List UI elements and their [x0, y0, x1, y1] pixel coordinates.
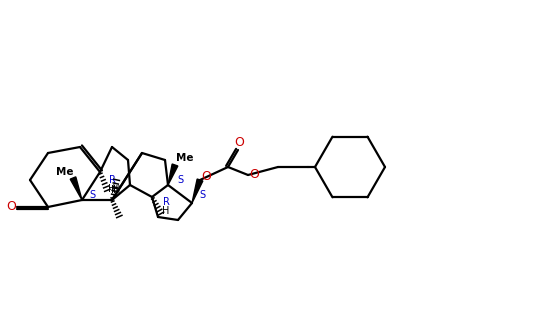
Polygon shape — [70, 177, 82, 200]
Text: H: H — [162, 206, 170, 216]
Text: S: S — [89, 190, 95, 200]
Text: O: O — [6, 201, 16, 214]
Text: H: H — [108, 184, 116, 194]
Text: O: O — [249, 169, 259, 181]
Text: S: S — [177, 175, 183, 185]
Text: Me: Me — [56, 167, 74, 177]
Text: S: S — [199, 190, 205, 200]
Text: R: R — [108, 175, 115, 185]
Text: R: R — [163, 197, 169, 207]
Text: H: H — [113, 185, 121, 195]
Text: H: H — [112, 185, 119, 195]
Text: O: O — [234, 135, 244, 148]
Polygon shape — [192, 179, 203, 203]
Polygon shape — [168, 164, 178, 185]
Text: O: O — [201, 169, 211, 182]
Text: Me: Me — [176, 153, 194, 163]
